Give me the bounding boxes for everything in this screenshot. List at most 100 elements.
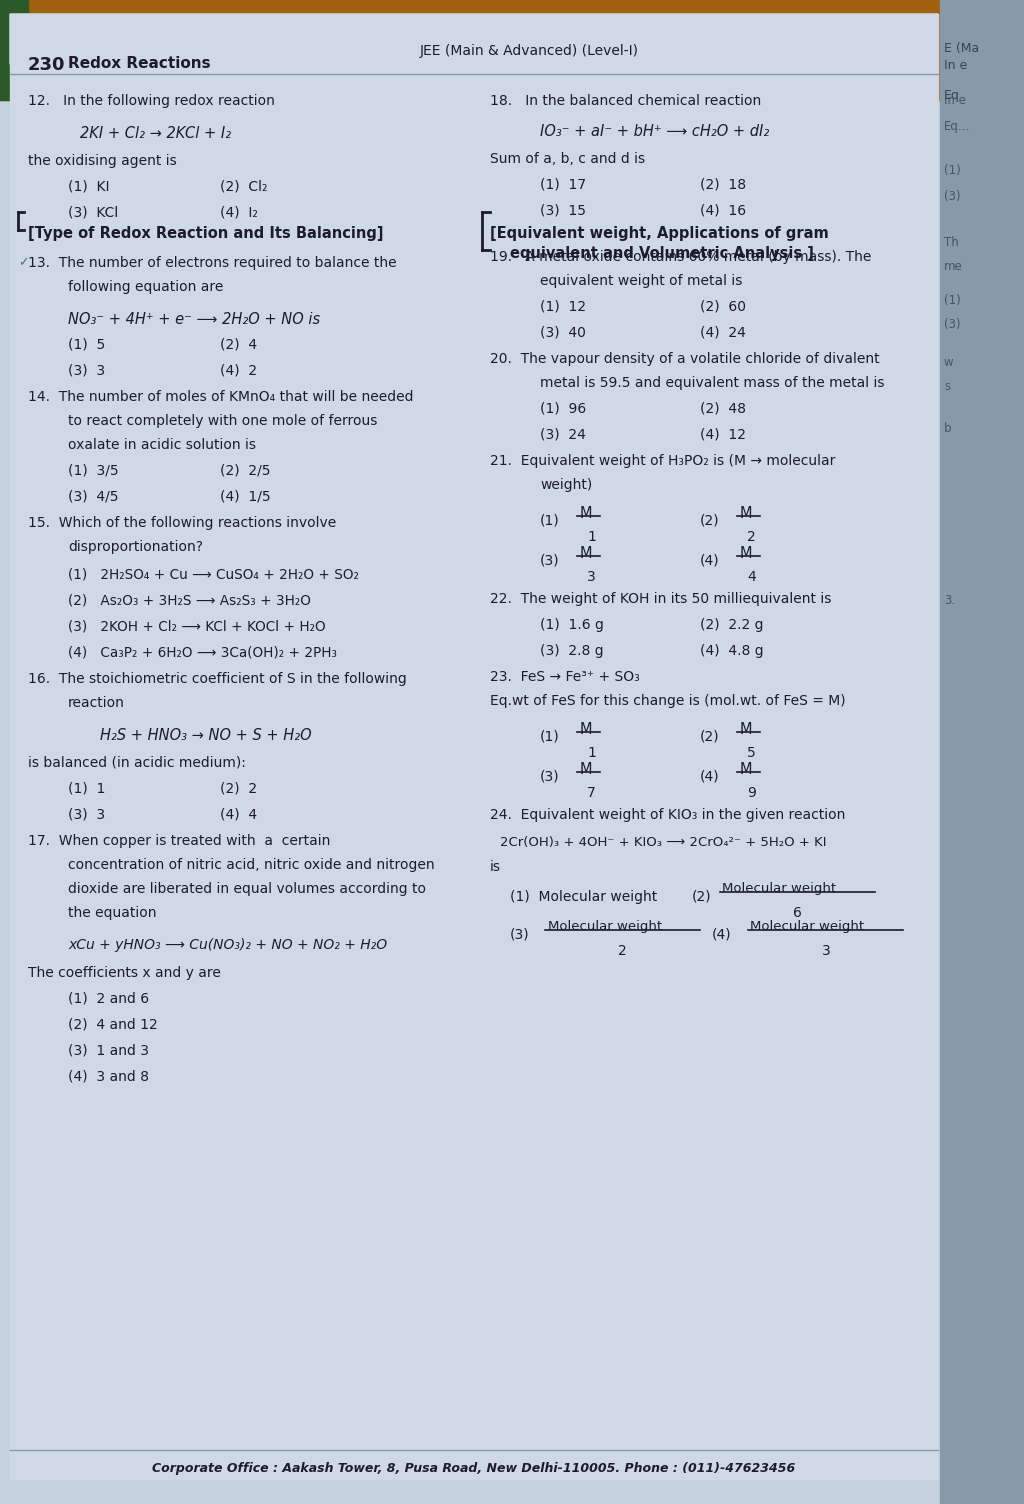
- Text: (3)  24: (3) 24: [540, 429, 586, 442]
- Text: M: M: [740, 722, 753, 737]
- Text: Eq.wt of FeS for this change is (mol.wt. of FeS = M): Eq.wt of FeS for this change is (mol.wt.…: [490, 693, 846, 708]
- Text: dioxide are liberated in equal volumes according to: dioxide are liberated in equal volumes a…: [68, 881, 426, 896]
- Text: The coefficients x and y are: The coefficients x and y are: [28, 966, 221, 981]
- Text: ✓: ✓: [18, 256, 29, 269]
- Text: M: M: [580, 763, 593, 778]
- Text: (4)  24: (4) 24: [700, 326, 745, 340]
- Text: 2: 2: [746, 529, 756, 544]
- Text: 6: 6: [793, 905, 802, 920]
- Text: [Type of Redox Reaction and Its Balancing]: [Type of Redox Reaction and Its Balancin…: [28, 226, 384, 241]
- Text: (4): (4): [700, 770, 720, 784]
- Text: s: s: [944, 381, 950, 393]
- Text: (2)  60: (2) 60: [700, 299, 746, 314]
- Text: (2): (2): [692, 890, 712, 904]
- Text: following equation are: following equation are: [68, 280, 223, 293]
- Text: (1): (1): [944, 164, 961, 177]
- Text: 19.   A metal oxide contains 60% metal (by mass). The: 19. A metal oxide contains 60% metal (by…: [490, 250, 871, 265]
- Text: M: M: [580, 722, 593, 737]
- Text: 2Cr(OH)₃ + 4OH⁻ + KIO₃ ⟶ 2CrO₄²⁻ + 5H₂O + KI: 2Cr(OH)₃ + 4OH⁻ + KIO₃ ⟶ 2CrO₄²⁻ + 5H₂O …: [500, 836, 826, 848]
- Polygon shape: [10, 14, 938, 65]
- Text: (1)  2 and 6: (1) 2 and 6: [68, 993, 150, 1006]
- Text: Sum of a, b, c and d is: Sum of a, b, c and d is: [490, 152, 645, 165]
- Text: 1: 1: [587, 529, 596, 544]
- Text: (2)   As₂O₃ + 3H₂S ⟶ As₂S₃ + 3H₂O: (2) As₂O₃ + 3H₂S ⟶ As₂S₃ + 3H₂O: [68, 594, 311, 608]
- Text: IO₃⁻ + aI⁻ + bH⁺ ⟶ cH₂O + dI₂: IO₃⁻ + aI⁻ + bH⁺ ⟶ cH₂O + dI₂: [540, 123, 769, 138]
- Text: metal is 59.5 and equivalent mass of the metal is: metal is 59.5 and equivalent mass of the…: [540, 376, 885, 390]
- Text: Redox Reactions: Redox Reactions: [68, 56, 211, 71]
- Text: Eq…: Eq…: [944, 120, 971, 132]
- Text: (4)  16: (4) 16: [700, 205, 746, 218]
- Text: 5: 5: [746, 746, 756, 760]
- Text: weight): weight): [540, 478, 592, 492]
- Text: Molecular weight: Molecular weight: [750, 920, 864, 932]
- Text: (2)  2/5: (2) 2/5: [220, 465, 270, 478]
- Text: is balanced (in acidic medium):: is balanced (in acidic medium):: [28, 757, 246, 770]
- Text: (1): (1): [540, 729, 560, 744]
- Text: (2)  2.2 g: (2) 2.2 g: [700, 618, 764, 632]
- Text: (3)  1 and 3: (3) 1 and 3: [68, 1044, 150, 1057]
- Text: (1)  17: (1) 17: [540, 177, 586, 193]
- Polygon shape: [0, 0, 28, 99]
- Text: concentration of nitric acid, nitric oxide and nitrogen: concentration of nitric acid, nitric oxi…: [68, 857, 434, 872]
- Text: Eq: Eq: [944, 89, 959, 102]
- Text: (1)  3/5: (1) 3/5: [68, 465, 119, 478]
- Text: disproportionation?: disproportionation?: [68, 540, 203, 553]
- Text: (4)  I₂: (4) I₂: [220, 206, 258, 220]
- Text: (2)  Cl₂: (2) Cl₂: [220, 180, 267, 194]
- Text: (1)  1: (1) 1: [68, 782, 105, 796]
- Text: M: M: [580, 505, 593, 520]
- Text: to react completely with one mole of ferrous: to react completely with one mole of fer…: [68, 414, 378, 429]
- Polygon shape: [0, 0, 1024, 99]
- Text: (1)  12: (1) 12: [540, 299, 586, 314]
- Text: 3: 3: [822, 945, 830, 958]
- Text: (1)   2H₂SO₄ + Cu ⟶ CuSO₄ + 2H₂O + SO₂: (1) 2H₂SO₄ + Cu ⟶ CuSO₄ + 2H₂O + SO₂: [68, 569, 358, 582]
- Text: E (Ma: E (Ma: [944, 42, 979, 56]
- Text: 3: 3: [587, 570, 596, 584]
- Text: (3): (3): [510, 928, 529, 942]
- Text: M: M: [740, 505, 753, 520]
- Text: (4)   Ca₃P₂ + 6H₂O ⟶ 3Ca(OH)₂ + 2PH₃: (4) Ca₃P₂ + 6H₂O ⟶ 3Ca(OH)₂ + 2PH₃: [68, 647, 337, 660]
- Text: 17.  When copper is treated with  a  certain: 17. When copper is treated with a certai…: [28, 835, 331, 848]
- Text: is: is: [490, 860, 501, 874]
- Text: (3): (3): [540, 770, 560, 784]
- Text: (2): (2): [700, 514, 720, 528]
- Text: equivalent weight of metal is: equivalent weight of metal is: [540, 274, 742, 287]
- Text: JEE (Main & Advanced) (Level-I): JEE (Main & Advanced) (Level-I): [420, 44, 639, 59]
- Text: Molecular weight: Molecular weight: [722, 881, 837, 895]
- Text: M: M: [740, 763, 753, 778]
- Text: M: M: [580, 546, 593, 561]
- Text: (1)  96: (1) 96: [540, 402, 587, 417]
- Text: 21.  Equivalent weight of H₃PO₂ is (M → molecular: 21. Equivalent weight of H₃PO₂ is (M → m…: [490, 454, 836, 468]
- Text: 4: 4: [746, 570, 756, 584]
- Text: (4): (4): [700, 553, 720, 569]
- Text: (3)  4/5: (3) 4/5: [68, 490, 119, 504]
- Text: (1)  Molecular weight: (1) Molecular weight: [510, 890, 657, 904]
- Text: 7: 7: [587, 787, 596, 800]
- Text: Molecular weight: Molecular weight: [548, 920, 663, 932]
- Text: (2)  4 and 12: (2) 4 and 12: [68, 1018, 158, 1032]
- Text: 24.  Equivalent weight of KIO₃ in the given reaction: 24. Equivalent weight of KIO₃ in the giv…: [490, 808, 846, 823]
- Text: b: b: [944, 423, 951, 435]
- Text: In e: In e: [944, 93, 966, 107]
- Text: (1)  1.6 g: (1) 1.6 g: [540, 618, 604, 632]
- Text: 2KI + Cl₂ → 2KCl + I₂: 2KI + Cl₂ → 2KCl + I₂: [80, 126, 231, 141]
- Text: (3)  3: (3) 3: [68, 364, 105, 378]
- Text: 20.  The vapour density of a volatile chloride of divalent: 20. The vapour density of a volatile chl…: [490, 352, 880, 365]
- Text: (3)  15: (3) 15: [540, 205, 586, 218]
- Text: the equation: the equation: [68, 905, 157, 920]
- Text: Th: Th: [944, 236, 958, 250]
- Text: (4)  4: (4) 4: [220, 808, 257, 823]
- Text: 23.  FeS → Fe³⁺ + SO₃: 23. FeS → Fe³⁺ + SO₃: [490, 669, 640, 684]
- Text: In e: In e: [944, 59, 968, 72]
- Text: 22.  The weight of KOH in its 50 milliequivalent is: 22. The weight of KOH in its 50 milliequ…: [490, 593, 831, 606]
- Text: (4)  4.8 g: (4) 4.8 g: [700, 644, 764, 659]
- Text: (2)  2: (2) 2: [220, 782, 257, 796]
- Text: 13.  The number of electrons required to balance the: 13. The number of electrons required to …: [28, 256, 396, 271]
- Text: reaction: reaction: [68, 696, 125, 710]
- Text: (2)  18: (2) 18: [700, 177, 746, 193]
- Text: (4)  12: (4) 12: [700, 429, 746, 442]
- Text: NO₃⁻ + 4H⁺ + e⁻ ⟶ 2H₂O + NO is: NO₃⁻ + 4H⁺ + e⁻ ⟶ 2H₂O + NO is: [68, 311, 321, 326]
- Text: (3)  3: (3) 3: [68, 808, 105, 823]
- Text: (3): (3): [540, 553, 560, 569]
- Text: xCu + yHNO₃ ⟶ Cu(NO₃)₂ + NO + NO₂ + H₂O: xCu + yHNO₃ ⟶ Cu(NO₃)₂ + NO + NO₂ + H₂O: [68, 938, 387, 952]
